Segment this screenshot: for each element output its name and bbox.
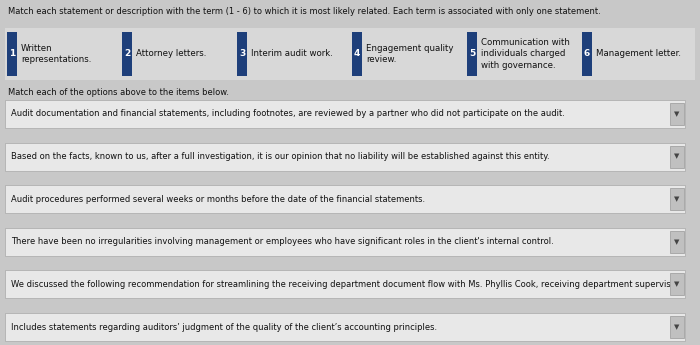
Text: ▼: ▼ [674,239,680,245]
Text: Written
representations.: Written representations. [21,44,92,64]
Text: Match each statement or description with the term (1 - 6) to which it is most li: Match each statement or description with… [8,7,601,16]
Text: ▼: ▼ [674,196,680,202]
Bar [5,270,685,298]
Bar [7,32,17,76]
Text: Audit procedures performed several weeks or months before the date of the financ: Audit procedures performed several weeks… [11,195,425,204]
Text: ▼: ▼ [674,324,680,330]
Text: We discussed the following recommendation for streamlining the receiving departm: We discussed the following recommendatio… [11,280,681,289]
Text: Includes statements regarding auditors’ judgment of the quality of the client’s : Includes statements regarding auditors’ … [11,323,437,332]
Text: 2: 2 [124,49,130,59]
Bar [122,32,132,76]
Text: Engagement quality
review.: Engagement quality review. [366,44,454,64]
Text: Interim audit work.: Interim audit work. [251,49,333,59]
Bar [580,28,695,80]
Text: 6: 6 [584,49,590,59]
Text: Management letter.: Management letter. [596,49,681,59]
Bar [350,28,465,80]
Bar [5,185,685,213]
Text: Audit documentation and financial statements, including footnotes, are reviewed : Audit documentation and financial statem… [11,109,565,118]
Bar [670,103,684,125]
Bar [5,313,685,341]
Bar [670,316,684,338]
Text: 4: 4 [354,49,360,59]
Bar [465,28,580,80]
Text: Based on the facts, known to us, after a full investigation, it is our opinion t: Based on the facts, known to us, after a… [11,152,550,161]
Bar [5,142,685,170]
Bar [5,28,120,80]
Bar [237,32,247,76]
Bar [352,32,362,76]
Text: Attorney letters.: Attorney letters. [136,49,206,59]
Bar [670,231,684,253]
Bar [5,28,695,80]
Text: 1: 1 [9,49,15,59]
Bar [582,32,592,76]
Text: ▼: ▼ [674,154,680,160]
Text: ▼: ▼ [674,111,680,117]
Bar [5,228,685,256]
Bar [5,100,685,128]
Text: There have been no irregularities involving management or employees who have sig: There have been no irregularities involv… [11,237,554,246]
Text: Match each of the options above to the items below.: Match each of the options above to the i… [8,88,229,97]
Bar [467,32,477,76]
Bar [670,188,684,210]
Bar [670,146,684,168]
Bar [120,28,235,80]
Text: ▼: ▼ [674,282,680,287]
Text: 5: 5 [469,49,475,59]
Text: Communication with
individuals charged
with governance.: Communication with individuals charged w… [481,38,570,70]
Bar [670,273,684,295]
Text: 3: 3 [239,49,245,59]
Bar [235,28,350,80]
